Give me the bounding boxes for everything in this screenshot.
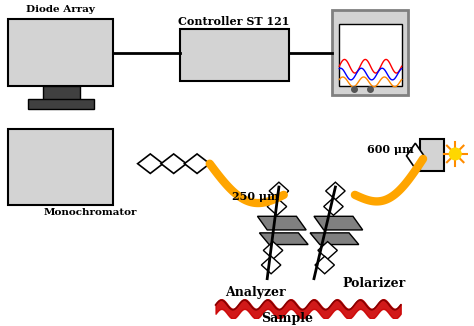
Text: 250 μm: 250 μm xyxy=(232,191,279,202)
Text: Diode Array: Diode Array xyxy=(26,5,95,14)
Text: 600 μm: 600 μm xyxy=(366,144,413,155)
Polygon shape xyxy=(137,154,163,173)
Polygon shape xyxy=(326,182,345,200)
FancyBboxPatch shape xyxy=(180,29,289,81)
Polygon shape xyxy=(310,233,359,244)
Polygon shape xyxy=(314,216,363,230)
FancyBboxPatch shape xyxy=(8,20,113,86)
Polygon shape xyxy=(257,216,306,230)
Circle shape xyxy=(449,148,461,160)
FancyBboxPatch shape xyxy=(43,86,80,101)
Polygon shape xyxy=(161,154,186,173)
FancyBboxPatch shape xyxy=(339,24,401,86)
Polygon shape xyxy=(267,198,287,215)
FancyBboxPatch shape xyxy=(8,128,113,205)
Text: Monochromator: Monochromator xyxy=(43,209,137,217)
Polygon shape xyxy=(261,256,281,274)
Polygon shape xyxy=(269,182,289,200)
Polygon shape xyxy=(407,143,424,169)
Polygon shape xyxy=(184,154,210,173)
FancyBboxPatch shape xyxy=(332,10,409,96)
Polygon shape xyxy=(315,256,335,274)
Polygon shape xyxy=(263,242,283,259)
Polygon shape xyxy=(259,233,308,244)
Text: Polarizer: Polarizer xyxy=(343,277,406,290)
Text: Analyzer: Analyzer xyxy=(225,287,286,300)
Polygon shape xyxy=(318,242,337,259)
Text: Controller ST 121: Controller ST 121 xyxy=(178,16,290,27)
Polygon shape xyxy=(324,198,343,215)
Text: Sample: Sample xyxy=(261,312,313,325)
FancyBboxPatch shape xyxy=(420,139,444,170)
FancyBboxPatch shape xyxy=(27,99,94,109)
